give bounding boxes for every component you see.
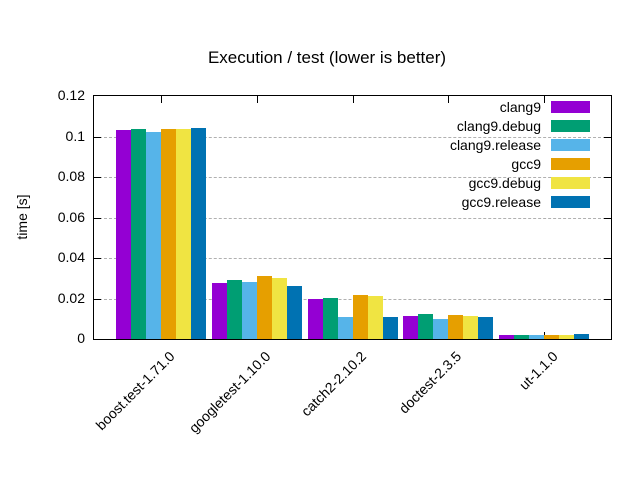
y-tick-label: 0 <box>77 330 85 346</box>
y-tick-mark <box>94 298 101 300</box>
y-tick-mark <box>94 136 101 138</box>
legend-label: gcc9.debug <box>468 174 541 191</box>
gridline <box>94 136 611 138</box>
y-tick-label: 0.08 <box>57 168 85 184</box>
legend-label: clang9.release <box>449 136 541 153</box>
bar-clang9.debug <box>418 314 434 339</box>
y-tick-mark <box>94 177 101 178</box>
bar-clang9.release <box>528 335 544 339</box>
legend-label: gcc9.release <box>461 193 541 210</box>
legend-row: clang9.release <box>450 135 590 154</box>
x-tick-label: googletest-1.10.0 <box>185 348 274 436</box>
bar-gcc9.release <box>478 317 494 339</box>
y-tick-mark <box>94 217 101 219</box>
bar-clang9.debug <box>513 335 529 339</box>
bar-clang9 <box>116 130 132 339</box>
x-tick-mark <box>352 96 354 103</box>
gridline <box>94 258 611 259</box>
bar-gcc9.release <box>191 128 207 339</box>
x-tick-label: boost.test-1.71.0 <box>92 348 178 434</box>
x-tick-label: ut-1.1.0 <box>515 348 561 393</box>
bar-clang9.release <box>337 317 353 339</box>
y-tick-label: 0.06 <box>57 208 85 225</box>
legend-swatch <box>551 157 590 170</box>
y-tick-mark <box>604 177 611 178</box>
y-tick-label: 0.02 <box>57 289 85 306</box>
bar-gcc9.debug <box>176 129 192 339</box>
bar-clang9 <box>307 299 323 339</box>
bar-group-ut-1.1.0 <box>498 334 589 339</box>
chart-title: Execution / test (lower is better) <box>207 48 447 67</box>
legend-swatch <box>551 138 590 151</box>
legend-swatch <box>551 100 590 113</box>
bar-clang9 <box>403 316 419 339</box>
bar-clang9.debug <box>226 280 242 339</box>
legend-row: gcc9.release <box>450 192 590 211</box>
x-tick-label: doctest-2.3.5 <box>396 348 465 417</box>
bar-clang9.release <box>241 282 257 339</box>
plot-area <box>93 95 612 340</box>
bar-clang9 <box>211 283 227 339</box>
gridline <box>94 217 611 219</box>
legend-label: gcc9 <box>511 155 541 172</box>
legend-swatch <box>551 176 590 189</box>
bar-gcc9 <box>256 276 272 339</box>
bar-clang9.release <box>146 132 162 339</box>
y-tick-label: 0.04 <box>57 249 85 265</box>
gridline <box>94 177 611 178</box>
legend-row: gcc9 <box>450 154 590 173</box>
y-tick-label: 0.12 <box>57 87 85 103</box>
x-tick-label: catch2-2.10.2 <box>297 348 369 420</box>
y-tick-label: 0.1 <box>65 127 85 144</box>
bar-group-googletest-1.10.0 <box>211 276 302 339</box>
bar-clang9 <box>498 335 514 339</box>
legend-row: clang9 <box>450 97 590 116</box>
bar-clang9.release <box>433 319 449 339</box>
bar-gcc9.debug <box>367 296 383 339</box>
bar-gcc9 <box>161 129 177 339</box>
bar-clang9.debug <box>322 298 338 339</box>
x-tick-mark <box>161 96 163 103</box>
legend-row: gcc9.debug <box>450 173 590 192</box>
legend-swatch <box>551 195 590 208</box>
y-tick-mark <box>604 217 611 219</box>
x-tick-mark <box>543 96 545 103</box>
y-tick-mark <box>604 298 611 300</box>
x-tick-mark <box>256 96 258 103</box>
bar-gcc9.debug <box>463 316 479 339</box>
legend: clang9 clang9.debug clang9.release gcc9 gcc9… <box>450 97 590 211</box>
bar-clang9.debug <box>131 129 147 339</box>
legend-label: clang9 <box>499 98 541 115</box>
bar-gcc9 <box>352 295 368 339</box>
bar-group-boost.test-1.71.0 <box>116 128 207 339</box>
bar-group-doctest-2.3.5 <box>403 314 494 339</box>
bar-gcc9.debug <box>271 278 287 339</box>
bar-gcc9.release <box>382 317 398 339</box>
bar-gcc9.release <box>573 334 589 339</box>
y-tick-mark <box>604 136 611 138</box>
legend-swatch <box>551 119 590 132</box>
legend-row: clang9.debug <box>450 116 590 135</box>
y-tick-mark <box>94 258 101 259</box>
bar-gcc9 <box>543 335 559 339</box>
x-tick-mark <box>448 96 450 103</box>
legend-label: clang9.debug <box>456 117 541 134</box>
bar-gcc9 <box>448 315 464 339</box>
bar-gcc9.release <box>286 286 302 339</box>
bar-group-catch2-2.10.2 <box>307 295 398 339</box>
y-tick-mark <box>604 258 611 259</box>
bar-gcc9.debug <box>558 335 574 339</box>
